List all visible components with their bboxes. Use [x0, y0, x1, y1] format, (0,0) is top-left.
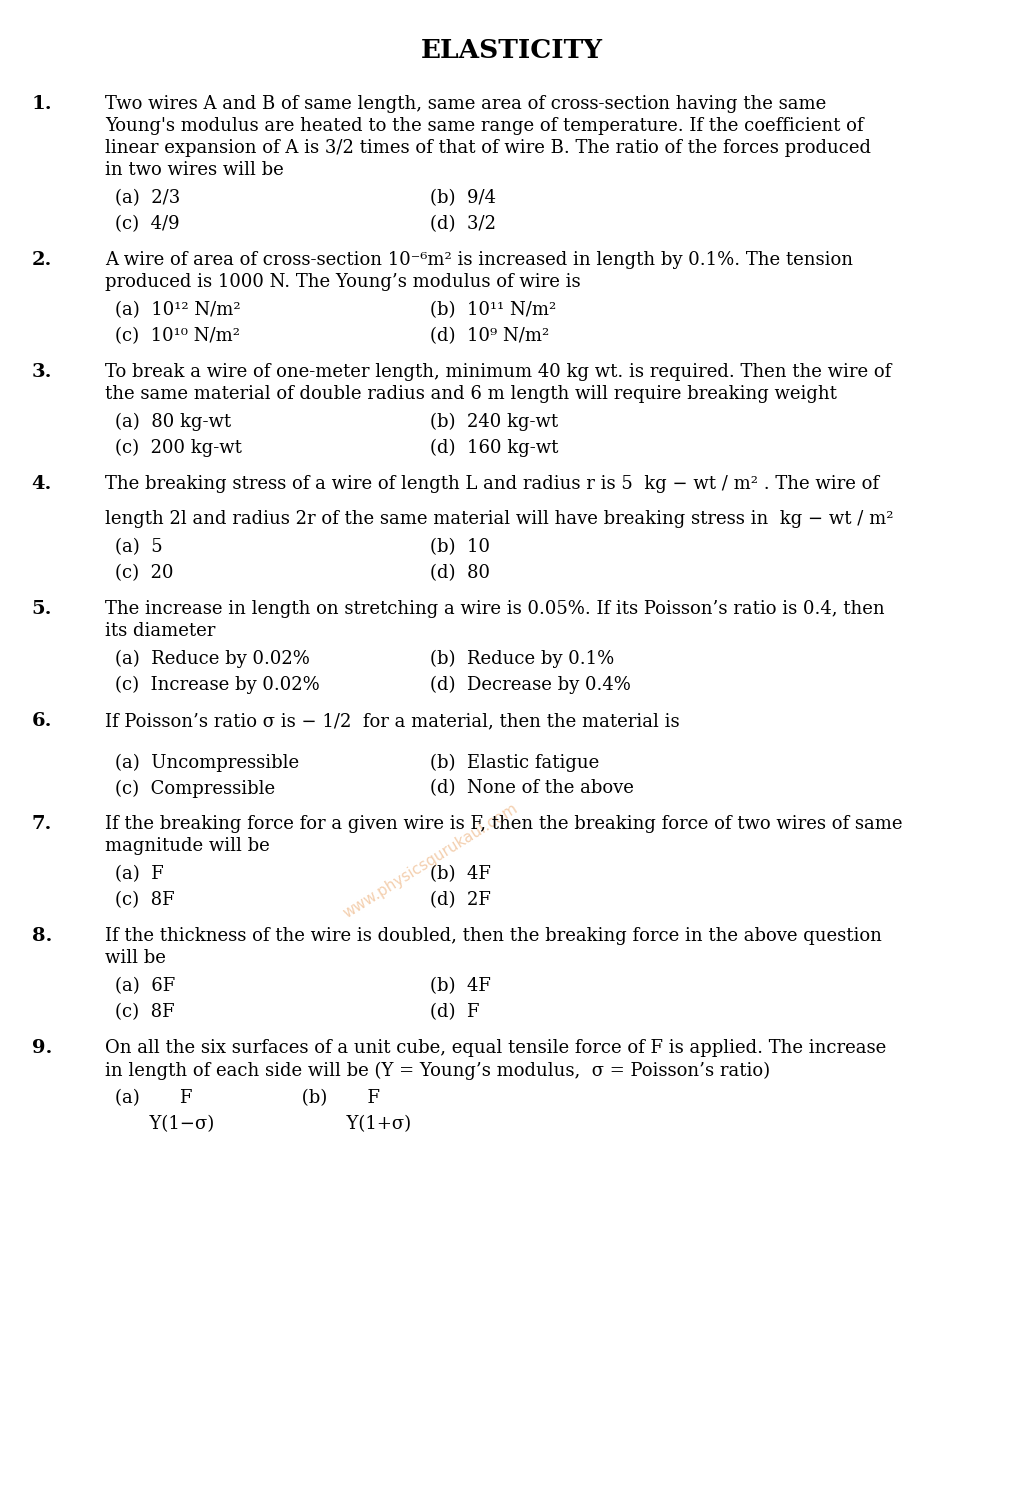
Text: If Poisson’s ratio σ is − 1/2  for a material, then the material is: If Poisson’s ratio σ is − 1/2 for a mate…: [105, 713, 680, 731]
Text: (b)  240 kg-wt: (b) 240 kg-wt: [430, 413, 558, 431]
Text: Y(1−σ)                       Y(1+σ): Y(1−σ) Y(1+σ): [115, 1115, 411, 1133]
Text: (b)  9/4: (b) 9/4: [430, 189, 496, 206]
Text: magnitude will be: magnitude will be: [105, 838, 269, 855]
Text: (c)  20: (c) 20: [115, 564, 173, 582]
Text: (b)  Reduce by 0.1%: (b) Reduce by 0.1%: [430, 650, 614, 668]
Text: (c)  10¹⁰ N/m²: (c) 10¹⁰ N/m²: [115, 327, 240, 345]
Text: If the thickness of the wire is doubled, then the breaking force in the above qu: If the thickness of the wire is doubled,…: [105, 928, 882, 946]
Text: (a)  Uncompressible: (a) Uncompressible: [115, 753, 299, 772]
Text: produced is 1000 N. The Young’s modulus of wire is: produced is 1000 N. The Young’s modulus …: [105, 273, 581, 291]
Text: in length of each side will be (Y = Young’s modulus,  σ = Poisson’s ratio): in length of each side will be (Y = Youn…: [105, 1062, 770, 1080]
Text: (b)  Elastic fatigue: (b) Elastic fatigue: [430, 753, 599, 772]
Text: 2.: 2.: [32, 251, 52, 269]
Text: (b)  4F: (b) 4F: [430, 977, 490, 995]
Text: linear expansion of A is 3/2 times of that of wire B. The ratio of the forces pr: linear expansion of A is 3/2 times of th…: [105, 140, 871, 157]
Text: (c)  Compressible: (c) Compressible: [115, 780, 275, 797]
Text: (a)  2/3: (a) 2/3: [115, 189, 180, 206]
Text: Two wires A and B of same length, same area of cross-section having the same: Two wires A and B of same length, same a…: [105, 95, 826, 113]
Text: (d)  160 kg-wt: (d) 160 kg-wt: [430, 440, 558, 457]
Text: the same material of double radius and 6 m length will require breaking weight: the same material of double radius and 6…: [105, 385, 837, 402]
Text: (c)  Increase by 0.02%: (c) Increase by 0.02%: [115, 676, 319, 695]
Text: 8.: 8.: [32, 928, 52, 946]
Text: (c)  8F: (c) 8F: [115, 891, 175, 909]
Text: will be: will be: [105, 949, 166, 967]
Text: (c)  4/9: (c) 4/9: [115, 215, 179, 233]
Text: (d)  2F: (d) 2F: [430, 891, 490, 909]
Text: To break a wire of one-meter length, minimum 40 kg wt. is required. Then the wir: To break a wire of one-meter length, min…: [105, 362, 891, 382]
Text: (a)  F: (a) F: [115, 866, 164, 884]
Text: (d)  3/2: (d) 3/2: [430, 215, 496, 233]
Text: The breaking stress of a wire of length L and radius r is 5  kg − wt / m² . The : The breaking stress of a wire of length …: [105, 475, 879, 493]
Text: 5.: 5.: [32, 600, 52, 618]
Text: 4.: 4.: [32, 475, 52, 493]
Text: (c)  200 kg-wt: (c) 200 kg-wt: [115, 440, 242, 457]
Text: 7.: 7.: [32, 815, 52, 833]
Text: If the breaking force for a given wire is F, then the breaking force of two wire: If the breaking force for a given wire i…: [105, 815, 902, 833]
Text: (a)  Reduce by 0.02%: (a) Reduce by 0.02%: [115, 650, 310, 668]
Text: (a)  5: (a) 5: [115, 538, 163, 557]
Text: (d)  None of the above: (d) None of the above: [430, 780, 634, 797]
Text: (c)  8F: (c) 8F: [115, 1004, 175, 1022]
Text: (a)  10¹² N/m²: (a) 10¹² N/m²: [115, 301, 241, 319]
Text: (b)  10: (b) 10: [430, 538, 490, 557]
Text: (d)  80: (d) 80: [430, 564, 490, 582]
Text: 6.: 6.: [32, 713, 52, 731]
Text: (a)  80 kg-wt: (a) 80 kg-wt: [115, 413, 231, 431]
Text: (b)  4F: (b) 4F: [430, 866, 490, 884]
Text: (d)  10⁹ N/m²: (d) 10⁹ N/m²: [430, 327, 549, 345]
Text: 9.: 9.: [32, 1040, 52, 1057]
Text: ELASTICITY: ELASTICITY: [421, 39, 603, 62]
Text: in two wires will be: in two wires will be: [105, 160, 284, 180]
Text: www.physicsgurukaul.com: www.physicsgurukaul.com: [340, 800, 520, 922]
Text: (b)  10¹¹ N/m²: (b) 10¹¹ N/m²: [430, 301, 556, 319]
Text: (d)  Decrease by 0.4%: (d) Decrease by 0.4%: [430, 676, 631, 695]
Text: Young's modulus are heated to the same range of temperature. If the coefficient : Young's modulus are heated to the same r…: [105, 117, 863, 135]
Text: The increase in length on stretching a wire is 0.05%. If its Poisson’s ratio is : The increase in length on stretching a w…: [105, 600, 885, 618]
Text: 1.: 1.: [32, 95, 52, 113]
Text: On all the six surfaces of a unit cube, equal tensile force of F is applied. The: On all the six surfaces of a unit cube, …: [105, 1040, 886, 1057]
Text: its diameter: its diameter: [105, 622, 215, 640]
Text: (d)  F: (d) F: [430, 1004, 479, 1022]
Text: length 2l and radius 2r of the same material will have breaking stress in  kg − : length 2l and radius 2r of the same mate…: [105, 511, 894, 529]
Text: (a)  6F: (a) 6F: [115, 977, 175, 995]
Text: (a)       F                   (b)       F: (a) F (b) F: [115, 1090, 380, 1108]
Text: 3.: 3.: [32, 362, 52, 382]
Text: A wire of area of cross-section 10⁻⁶m² is increased in length by 0.1%. The tensi: A wire of area of cross-section 10⁻⁶m² i…: [105, 251, 853, 269]
